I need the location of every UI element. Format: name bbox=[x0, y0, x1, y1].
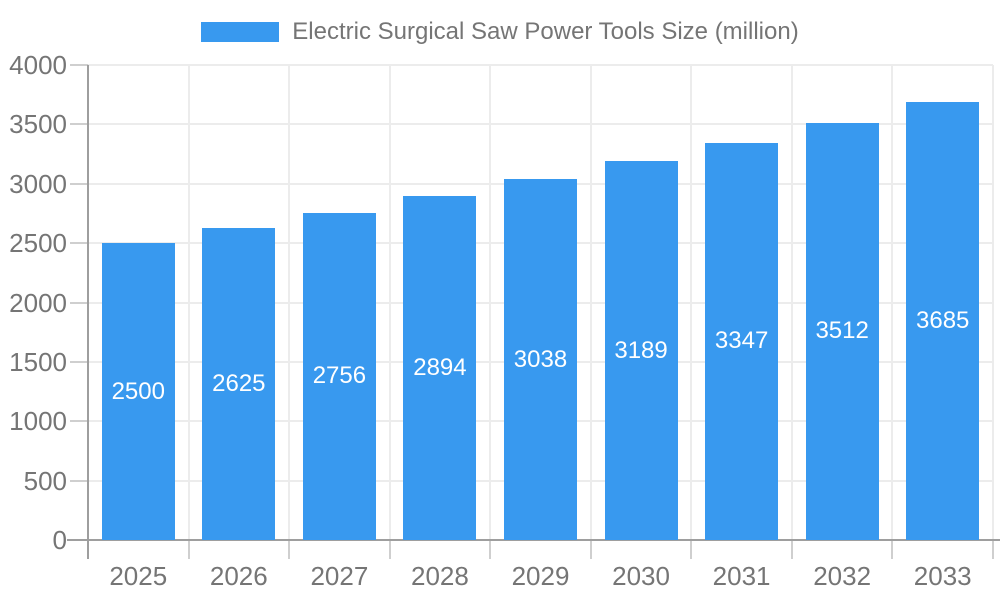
y-axis-label: 1500 bbox=[9, 346, 67, 377]
bar-value-label: 3347 bbox=[714, 327, 769, 355]
y-axis-label: 2000 bbox=[9, 287, 67, 318]
y-axis-tick bbox=[70, 479, 88, 482]
bar-value-label: 3685 bbox=[916, 307, 970, 335]
x-axis-tick bbox=[288, 540, 291, 559]
x-axis-label: 2026 bbox=[209, 561, 268, 591]
bar-value-label: 2625 bbox=[212, 370, 266, 398]
x-axis-label: 2032 bbox=[813, 561, 872, 591]
gridline-horizontal bbox=[88, 64, 993, 66]
bar-2027[interactable] bbox=[302, 212, 376, 540]
gridline-vertical bbox=[388, 65, 391, 540]
x-axis-tick bbox=[992, 540, 994, 559]
gridline-vertical bbox=[690, 65, 693, 540]
y-axis-label: 2500 bbox=[9, 228, 67, 259]
bar-2025[interactable] bbox=[101, 243, 175, 540]
bar-2031[interactable] bbox=[705, 142, 779, 540]
gridline-vertical bbox=[589, 65, 592, 540]
legend-label: Electric Surgical Saw Power Tools Size (… bbox=[292, 18, 799, 45]
gridline-horizontal bbox=[88, 123, 993, 126]
y-axis-tick bbox=[70, 123, 88, 126]
x-axis-tick bbox=[589, 540, 592, 559]
y-axis-label: 0 bbox=[52, 525, 67, 555]
y-axis-line bbox=[87, 65, 89, 559]
gridline-vertical bbox=[288, 65, 291, 540]
x-axis-tick bbox=[489, 540, 492, 559]
x-axis-label: 2030 bbox=[612, 561, 670, 591]
y-axis-tick bbox=[70, 301, 88, 304]
x-axis-tick bbox=[891, 540, 894, 559]
x-axis-tick bbox=[690, 540, 693, 559]
bar-value-label: 2756 bbox=[312, 362, 367, 390]
y-axis-tick bbox=[70, 420, 88, 423]
x-axis-label: 2027 bbox=[310, 561, 369, 591]
y-axis-label: 3500 bbox=[9, 109, 67, 140]
bar-2028[interactable] bbox=[403, 196, 477, 540]
gridline-vertical bbox=[992, 65, 994, 540]
x-axis-tick bbox=[187, 540, 190, 559]
legend-swatch-icon bbox=[201, 22, 280, 42]
y-axis-label: 500 bbox=[23, 465, 67, 496]
gridline-vertical bbox=[489, 65, 492, 540]
gridline-vertical bbox=[891, 65, 894, 540]
gridline-vertical bbox=[790, 65, 793, 540]
x-axis-label: 2028 bbox=[411, 561, 469, 591]
y-axis-tick bbox=[70, 64, 88, 66]
bar-value-label: 2894 bbox=[413, 354, 467, 382]
legend[interactable]: Electric Surgical Saw Power Tools Size (… bbox=[0, 0, 1000, 56]
x-axis-tick bbox=[388, 540, 391, 559]
y-axis-label: 1000 bbox=[9, 406, 67, 437]
y-axis-label: 4000 bbox=[9, 50, 67, 80]
x-axis-label: 2033 bbox=[913, 561, 972, 591]
x-axis-tick bbox=[790, 540, 793, 559]
bar-2033[interactable] bbox=[906, 102, 980, 540]
gridline-vertical bbox=[187, 65, 190, 540]
y-axis-tick bbox=[70, 360, 88, 363]
bar-2030[interactable] bbox=[604, 161, 678, 540]
x-axis-label: 2031 bbox=[712, 561, 771, 591]
x-axis-label: 2025 bbox=[109, 561, 168, 591]
x-axis-line bbox=[67, 539, 1000, 541]
y-axis-tick bbox=[70, 242, 88, 245]
bar-2029[interactable] bbox=[504, 179, 577, 540]
bar-2032[interactable] bbox=[805, 122, 879, 540]
y-axis-tick bbox=[70, 182, 88, 185]
x-axis-label: 2029 bbox=[511, 561, 570, 591]
bar-value-label: 3512 bbox=[815, 317, 869, 345]
bar-2026[interactable] bbox=[202, 228, 276, 540]
y-axis-label: 3000 bbox=[9, 168, 67, 199]
bar-value-label: 3038 bbox=[513, 345, 568, 373]
bar-value-label: 3189 bbox=[614, 336, 668, 364]
bar-value-label: 2500 bbox=[111, 377, 165, 405]
